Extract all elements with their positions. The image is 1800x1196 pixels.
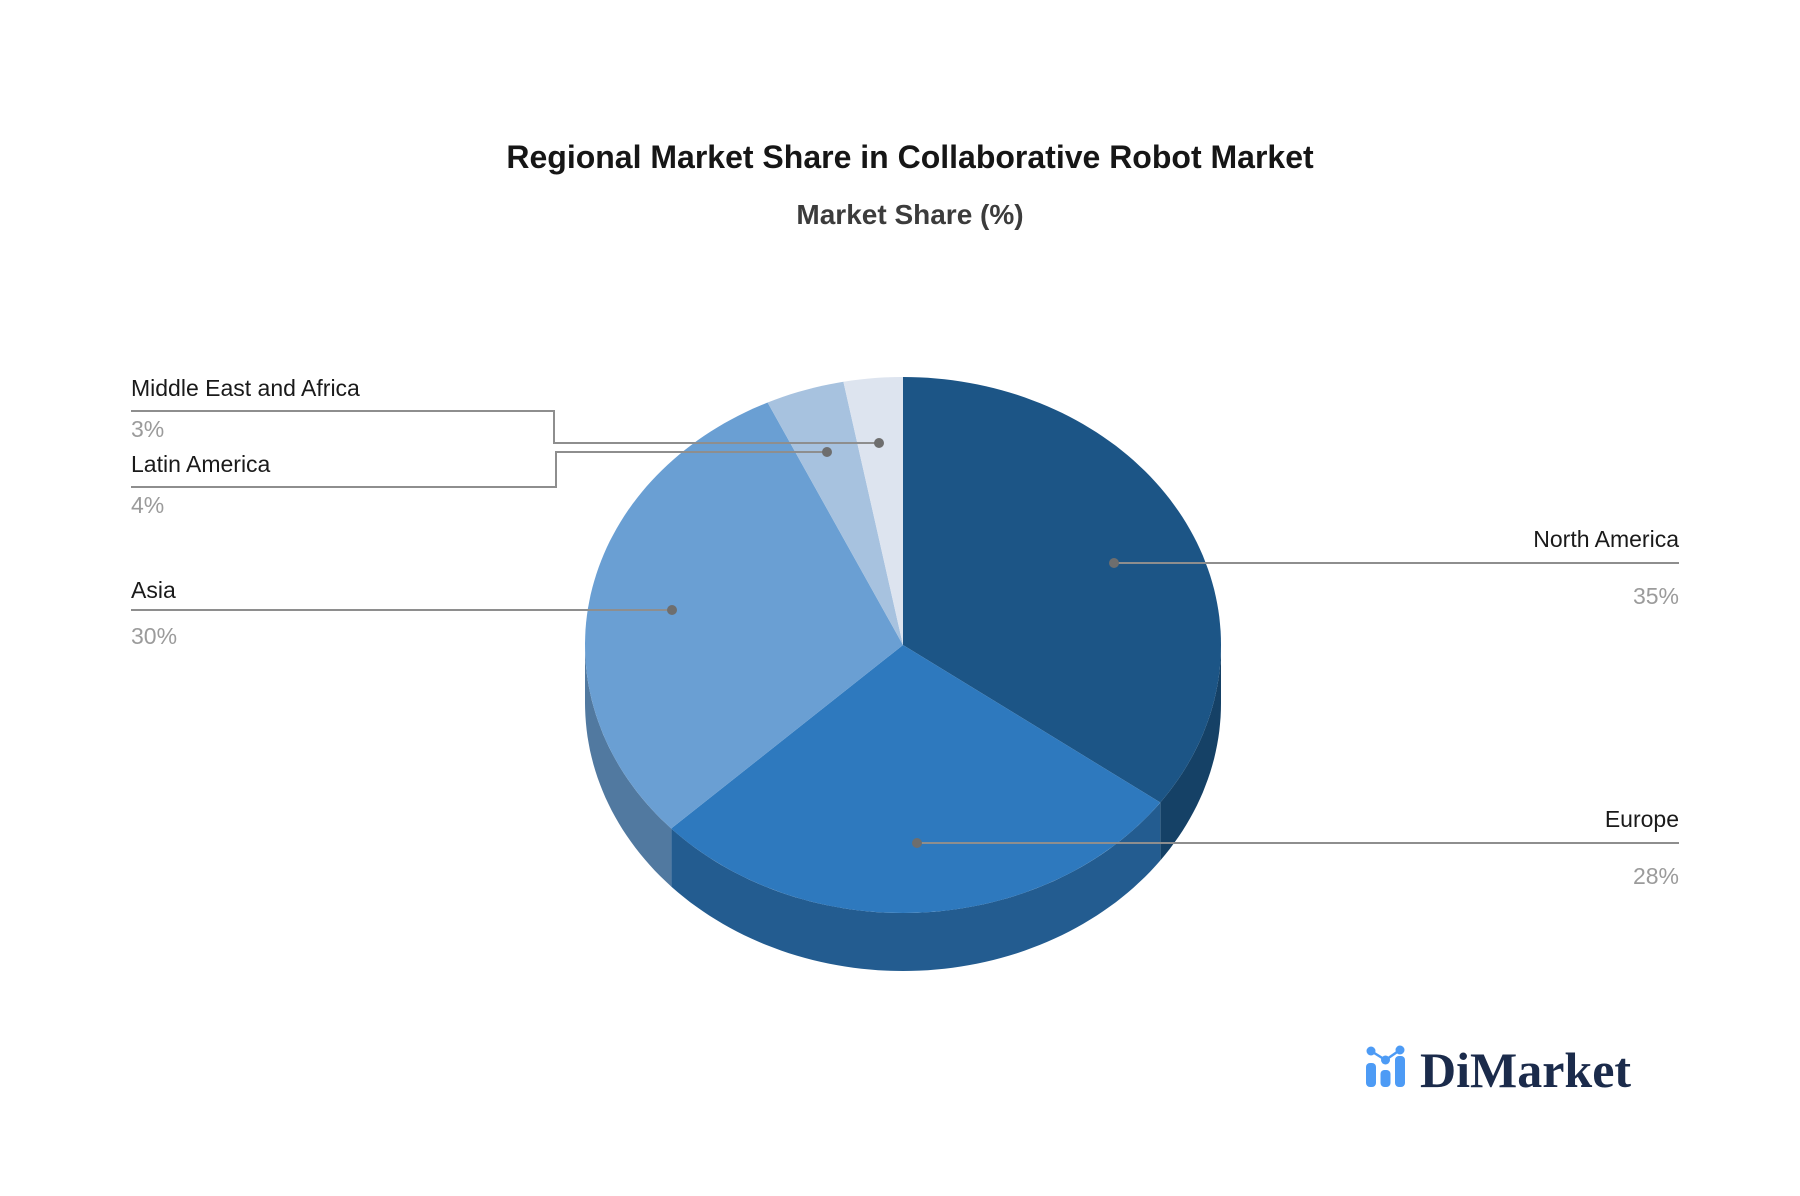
callout-dot-asia [667,605,677,615]
pie-slice-europe[interactable] [671,645,1161,913]
callout-dot-europe [912,838,922,848]
callout-line-latin-america [131,451,827,488]
callout-middle-east-and-africa: Middle East and Africa 3% [131,375,884,448]
pie-slices [585,377,1221,913]
callout-line-middle-east-and-africa [131,410,879,444]
callout-value-middle-east-and-africa: 3% [131,416,164,442]
callout-name-middle-east-and-africa: Middle East and Africa [131,375,360,401]
callout-dot-middle-east-and-africa [874,438,884,448]
callout-value-north-america: 35% [1633,583,1679,609]
dimarket-logo: DiMarket [1366,1042,1631,1098]
callout-dot-north-america [1109,558,1119,568]
pie-callout-labels: North America 35% Europe 28% Asia 30% Latin Am… [131,375,1679,889]
callout-name-latin-america: Latin America [131,451,271,477]
callout-name-north-america: North America [1533,526,1679,552]
callout-value-europe: 28% [1633,863,1679,889]
chart-subtitle: Market Share (%) [796,199,1023,230]
callout-latin-america: Latin America 4% [131,447,832,518]
pie-3d-walls [585,645,1221,971]
callout-dot-latin-america [822,447,832,457]
callout-name-asia: Asia [131,577,176,603]
pie-slice-wall-asia [585,645,672,887]
pie-slice-wall-north-america [1160,645,1221,861]
callout-europe: Europe 28% [912,806,1679,889]
pie-slice-wall-europe [671,802,1161,971]
callout-value-latin-america: 4% [131,492,164,518]
logo-text: DiMarket [1420,1042,1631,1098]
callout-asia: Asia 30% [131,577,677,649]
pie-slice-asia[interactable] [585,402,903,829]
bar-chart-trend-icon [1366,1045,1405,1087]
chart-title: Regional Market Share in Collaborative R… [506,139,1314,175]
pie-slice-north-america[interactable] [903,377,1221,803]
pie-slice-latin-america[interactable] [767,381,903,645]
callout-value-asia: 30% [131,623,177,649]
callout-north-america: North America 35% [1109,526,1679,609]
callout-name-europe: Europe [1605,806,1679,832]
